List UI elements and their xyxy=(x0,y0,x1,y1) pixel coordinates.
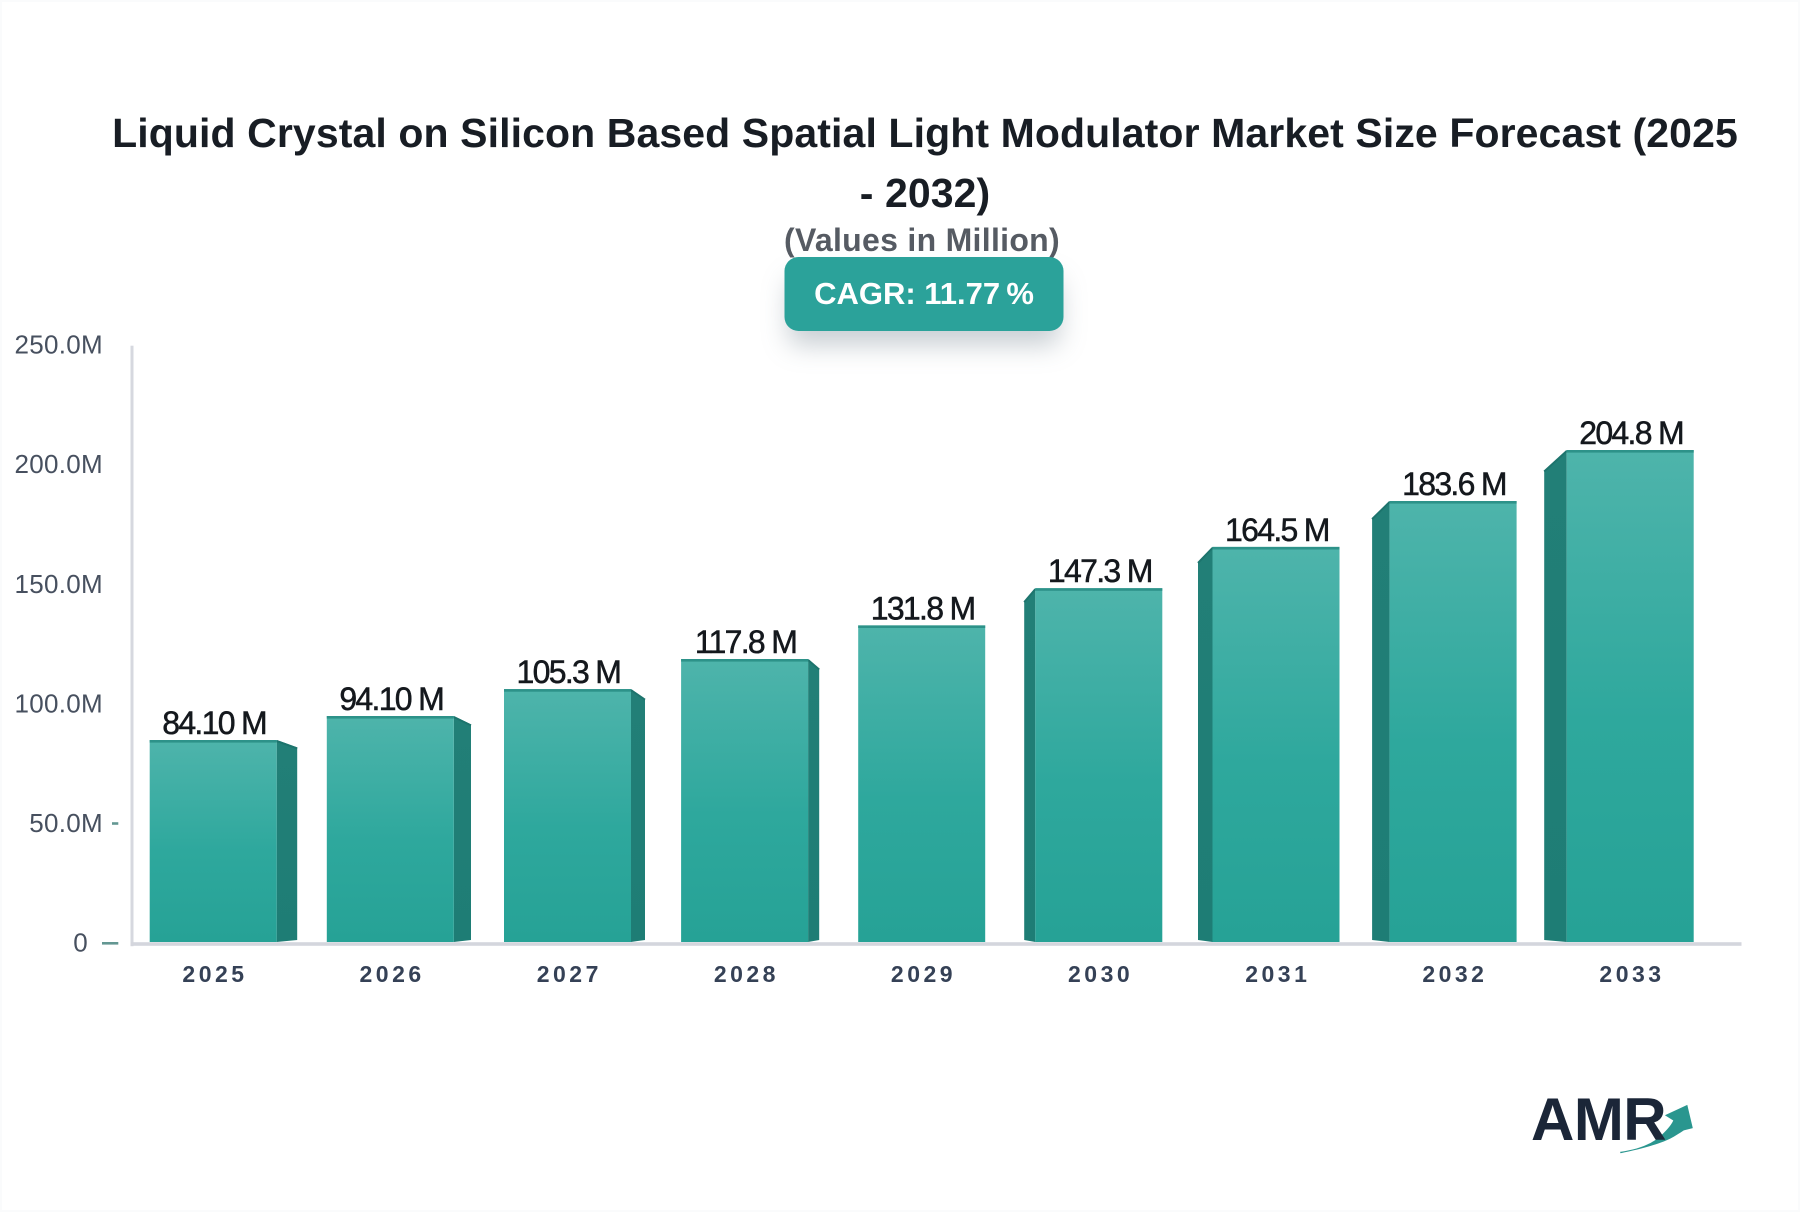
svg-text:84.10 M: 84.10 M xyxy=(162,705,266,741)
svg-text:2030: 2030 xyxy=(1068,961,1133,987)
svg-text:2032: 2032 xyxy=(1422,961,1487,987)
svg-text:2025: 2025 xyxy=(182,961,247,987)
svg-text:2026: 2026 xyxy=(360,961,425,987)
svg-text:2027: 2027 xyxy=(537,961,602,987)
svg-text:94.10 M: 94.10 M xyxy=(339,681,443,717)
svg-text:147.3 M: 147.3 M xyxy=(1048,553,1152,589)
svg-text:183.6 M: 183.6 M xyxy=(1402,466,1506,502)
svg-text:2031: 2031 xyxy=(1245,961,1310,987)
svg-text:2029: 2029 xyxy=(891,961,956,987)
svg-text:150.0M: 150.0M xyxy=(14,569,103,599)
svg-text:2028: 2028 xyxy=(714,961,779,987)
svg-text:0: 0 xyxy=(73,928,88,958)
svg-text:200.0M: 200.0M xyxy=(14,449,103,479)
svg-text:100.0M: 100.0M xyxy=(14,688,103,718)
svg-text:105.3 M: 105.3 M xyxy=(517,654,621,690)
svg-text:2033: 2033 xyxy=(1599,961,1664,987)
svg-text:250.0M: 250.0M xyxy=(14,330,103,360)
svg-text:204.8 M: 204.8 M xyxy=(1579,415,1683,451)
svg-text:131.8 M: 131.8 M xyxy=(871,590,975,626)
svg-text:117.8 M: 117.8 M xyxy=(695,624,796,660)
svg-text:164.5 M: 164.5 M xyxy=(1225,512,1329,548)
svg-text:50.0M: 50.0M xyxy=(29,808,103,838)
